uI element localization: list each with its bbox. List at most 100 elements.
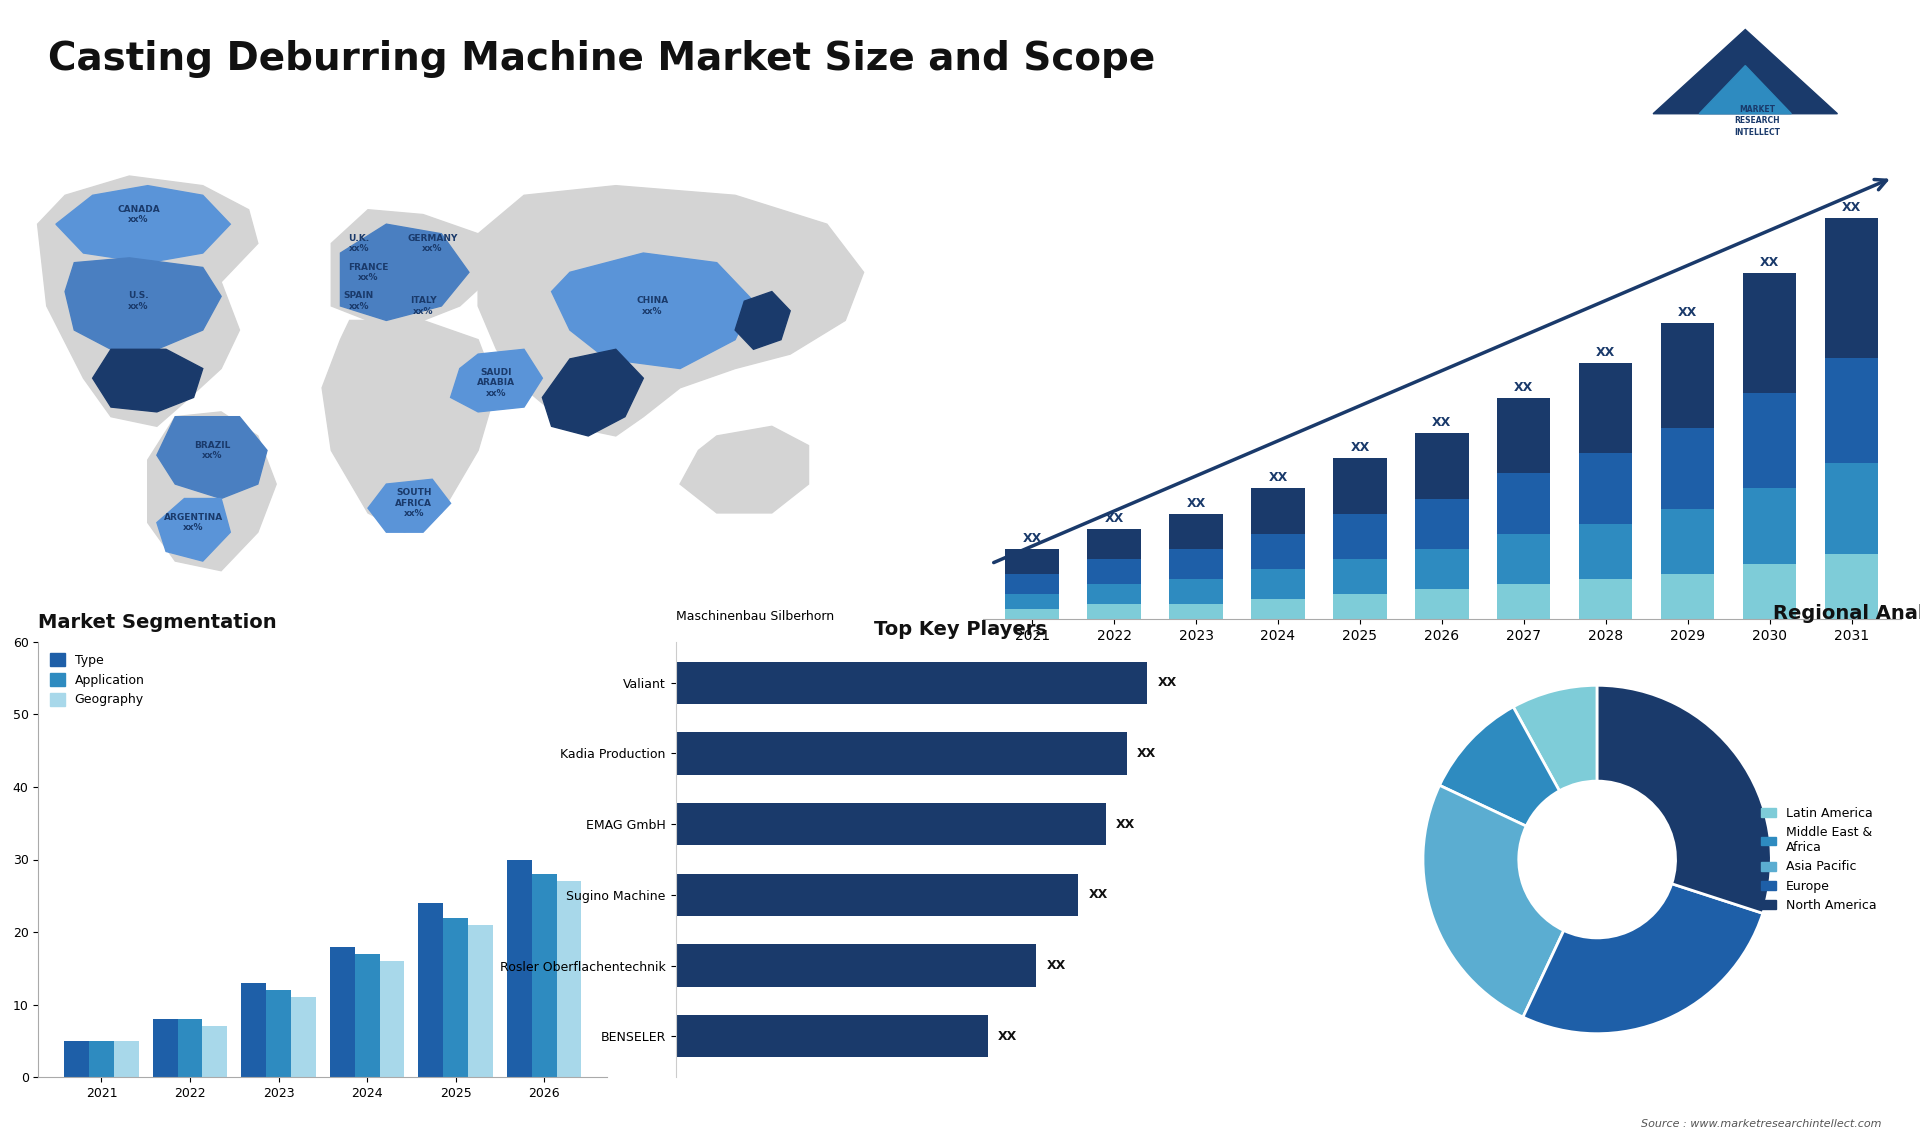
Bar bbox=[1332, 458, 1386, 513]
Bar bbox=[242, 983, 267, 1077]
Legend: Latin America, Middle East &
Africa, Asia Pacific, Europe, North America: Latin America, Middle East & Africa, Asi… bbox=[1755, 802, 1882, 917]
Polygon shape bbox=[92, 350, 204, 411]
Wedge shape bbox=[1513, 685, 1597, 791]
Bar bbox=[468, 925, 493, 1077]
Text: Casting Deburring Machine Market Size and Scope: Casting Deburring Machine Market Size an… bbox=[48, 40, 1156, 78]
Text: INDIA
xx%: INDIA xx% bbox=[584, 387, 612, 407]
Text: SPAIN
xx%: SPAIN xx% bbox=[344, 291, 374, 311]
Bar bbox=[330, 947, 355, 1077]
Text: XX: XX bbox=[1116, 817, 1135, 831]
Bar bbox=[676, 803, 1106, 846]
Title: Top Key Players: Top Key Players bbox=[874, 620, 1046, 638]
Text: XX: XX bbox=[1761, 256, 1780, 269]
Bar bbox=[1578, 454, 1632, 524]
Bar bbox=[1661, 574, 1715, 619]
Bar bbox=[1332, 513, 1386, 559]
Text: CANADA
xx%: CANADA xx% bbox=[117, 205, 159, 225]
Bar bbox=[267, 990, 292, 1077]
Bar bbox=[1661, 429, 1715, 509]
Text: XX: XX bbox=[1678, 306, 1697, 319]
Bar bbox=[113, 1041, 138, 1077]
Bar bbox=[1661, 323, 1715, 429]
Text: Regional Analysis: Regional Analysis bbox=[1774, 604, 1920, 623]
Bar bbox=[507, 860, 532, 1077]
Bar bbox=[1826, 218, 1878, 358]
Polygon shape bbox=[369, 479, 451, 532]
Polygon shape bbox=[1699, 65, 1791, 113]
Text: XX: XX bbox=[1046, 959, 1066, 972]
Text: XX: XX bbox=[1137, 747, 1156, 760]
Text: XX: XX bbox=[1515, 382, 1534, 394]
Bar bbox=[557, 881, 582, 1077]
Bar bbox=[1743, 488, 1797, 564]
Bar bbox=[380, 961, 405, 1077]
Bar bbox=[1252, 599, 1304, 619]
Polygon shape bbox=[148, 411, 276, 571]
Polygon shape bbox=[551, 253, 753, 369]
Text: XX: XX bbox=[1104, 511, 1123, 525]
Text: U.S.
xx%: U.S. xx% bbox=[129, 291, 150, 311]
Text: CHINA
xx%: CHINA xx% bbox=[636, 297, 668, 315]
Bar bbox=[88, 1041, 113, 1077]
Bar bbox=[1252, 568, 1304, 599]
Text: XX: XX bbox=[1089, 888, 1108, 902]
Bar bbox=[1661, 509, 1715, 574]
Text: XX: XX bbox=[1158, 676, 1177, 689]
Bar bbox=[202, 1027, 227, 1077]
Bar bbox=[1743, 273, 1797, 393]
Text: Source : www.marketresearchintellect.com: Source : www.marketresearchintellect.com bbox=[1642, 1118, 1882, 1129]
Legend: Type, Application, Geography: Type, Application, Geography bbox=[44, 647, 150, 712]
Bar bbox=[676, 944, 1037, 987]
Wedge shape bbox=[1523, 884, 1763, 1034]
Polygon shape bbox=[735, 291, 791, 350]
Bar bbox=[1169, 513, 1223, 549]
Bar bbox=[676, 1015, 987, 1058]
Polygon shape bbox=[541, 350, 643, 435]
Wedge shape bbox=[1440, 707, 1559, 826]
Text: BRAZIL
xx%: BRAZIL xx% bbox=[194, 441, 230, 460]
Polygon shape bbox=[478, 186, 864, 435]
Text: XX: XX bbox=[1187, 496, 1206, 510]
Polygon shape bbox=[332, 210, 497, 321]
Bar bbox=[676, 732, 1127, 775]
Wedge shape bbox=[1597, 685, 1772, 913]
Bar bbox=[1578, 524, 1632, 579]
Bar bbox=[355, 953, 380, 1077]
Bar bbox=[1332, 594, 1386, 619]
Bar bbox=[1332, 558, 1386, 594]
Bar bbox=[1006, 594, 1058, 609]
Text: JAPAN
xx%: JAPAN xx% bbox=[747, 321, 778, 339]
Text: XX: XX bbox=[1596, 346, 1615, 359]
Text: ITALY
xx%: ITALY xx% bbox=[409, 297, 436, 315]
Bar bbox=[1578, 579, 1632, 619]
Text: SAUDI
ARABIA
xx%: SAUDI ARABIA xx% bbox=[478, 368, 516, 398]
Bar bbox=[292, 997, 315, 1077]
Text: MEXICO
xx%: MEXICO xx% bbox=[129, 369, 167, 387]
Text: FRANCE
xx%: FRANCE xx% bbox=[348, 262, 388, 282]
Text: Maschinenbau Silberhorn: Maschinenbau Silberhorn bbox=[676, 610, 833, 622]
Text: U.K.
xx%: U.K. xx% bbox=[348, 234, 369, 253]
Bar bbox=[1415, 589, 1469, 619]
Polygon shape bbox=[65, 258, 221, 350]
Bar bbox=[1578, 363, 1632, 454]
Bar bbox=[1498, 473, 1551, 534]
Wedge shape bbox=[1423, 785, 1563, 1018]
Bar bbox=[1415, 549, 1469, 589]
Bar bbox=[1006, 549, 1058, 574]
Bar bbox=[1415, 433, 1469, 499]
Bar bbox=[63, 1041, 88, 1077]
Text: MARKET
RESEARCH
INTELLECT: MARKET RESEARCH INTELLECT bbox=[1734, 105, 1780, 136]
Bar bbox=[1826, 463, 1878, 554]
Polygon shape bbox=[56, 186, 230, 262]
Polygon shape bbox=[340, 225, 468, 321]
Polygon shape bbox=[38, 176, 257, 426]
Bar bbox=[1252, 488, 1304, 534]
Text: XX: XX bbox=[1350, 441, 1369, 454]
Bar bbox=[676, 873, 1077, 916]
Polygon shape bbox=[323, 321, 497, 532]
Polygon shape bbox=[1653, 30, 1837, 113]
Bar bbox=[1169, 604, 1223, 619]
Bar bbox=[179, 1019, 202, 1077]
Text: Market Segmentation: Market Segmentation bbox=[38, 613, 276, 631]
Polygon shape bbox=[157, 417, 267, 499]
